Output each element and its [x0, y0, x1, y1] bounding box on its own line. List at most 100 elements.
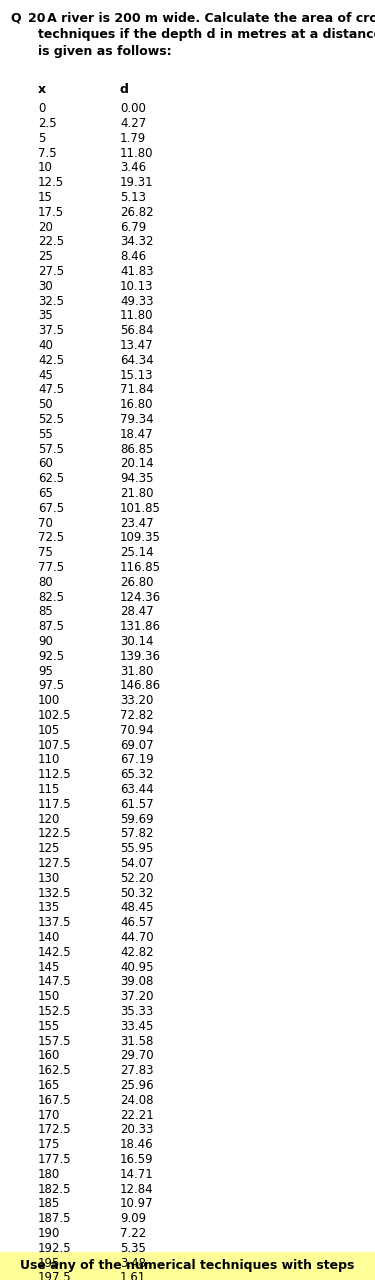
Text: 1.79: 1.79 — [120, 132, 146, 145]
Text: 12.5: 12.5 — [38, 177, 64, 189]
Text: 15.13: 15.13 — [120, 369, 153, 381]
Text: 9.09: 9.09 — [120, 1212, 146, 1225]
Text: 35: 35 — [38, 310, 53, 323]
Text: 2.5: 2.5 — [38, 116, 57, 131]
Text: 137.5: 137.5 — [38, 916, 72, 929]
Text: 172.5: 172.5 — [38, 1124, 72, 1137]
Text: 146.86: 146.86 — [120, 680, 161, 692]
Text: 12.84: 12.84 — [120, 1183, 154, 1196]
Text: 7.5: 7.5 — [38, 147, 57, 160]
Text: 110: 110 — [38, 754, 60, 767]
Text: 11.80: 11.80 — [120, 147, 153, 160]
Text: 75: 75 — [38, 547, 53, 559]
Text: 63.44: 63.44 — [120, 783, 154, 796]
Text: 170: 170 — [38, 1108, 60, 1121]
Text: 97.5: 97.5 — [38, 680, 64, 692]
Text: 46.57: 46.57 — [120, 916, 154, 929]
Text: 85: 85 — [38, 605, 53, 618]
Text: 40.95: 40.95 — [120, 961, 153, 974]
Text: 11.80: 11.80 — [120, 310, 153, 323]
Text: 71.84: 71.84 — [120, 384, 154, 397]
Text: 115: 115 — [38, 783, 60, 796]
Text: 29.70: 29.70 — [120, 1050, 154, 1062]
Text: 65: 65 — [38, 488, 53, 500]
Text: 175: 175 — [38, 1138, 60, 1151]
Text: 182.5: 182.5 — [38, 1183, 72, 1196]
Text: 32.5: 32.5 — [38, 294, 64, 307]
Text: 70: 70 — [38, 517, 53, 530]
Text: 26.82: 26.82 — [120, 206, 154, 219]
Text: 15: 15 — [38, 191, 53, 204]
Text: 132.5: 132.5 — [38, 887, 72, 900]
Text: 19.31: 19.31 — [120, 177, 154, 189]
Text: 27.5: 27.5 — [38, 265, 64, 278]
Text: 80: 80 — [38, 576, 53, 589]
Text: 95: 95 — [38, 664, 53, 677]
Text: 6.79: 6.79 — [120, 220, 146, 234]
Text: 122.5: 122.5 — [38, 827, 72, 841]
Text: 5: 5 — [38, 132, 45, 145]
Text: 48.45: 48.45 — [120, 901, 153, 914]
Text: 37.20: 37.20 — [120, 991, 153, 1004]
Text: 22.5: 22.5 — [38, 236, 64, 248]
Text: 109.35: 109.35 — [120, 531, 161, 544]
Text: Use any of the numerical techniques with steps: Use any of the numerical techniques with… — [20, 1260, 355, 1272]
Text: 52.5: 52.5 — [38, 413, 64, 426]
Text: 52.20: 52.20 — [120, 872, 153, 884]
Bar — [0, 1252, 375, 1280]
Text: 0: 0 — [38, 102, 45, 115]
Text: 10.13: 10.13 — [120, 280, 153, 293]
Text: 28.47: 28.47 — [120, 605, 154, 618]
Text: 105: 105 — [38, 724, 60, 737]
Text: 20: 20 — [38, 220, 53, 234]
Text: 47.5: 47.5 — [38, 384, 64, 397]
Text: 139.36: 139.36 — [120, 650, 161, 663]
Text: 86.85: 86.85 — [120, 443, 153, 456]
Text: 30.14: 30.14 — [120, 635, 153, 648]
Text: 27.83: 27.83 — [120, 1064, 153, 1078]
Text: 57.82: 57.82 — [120, 827, 153, 841]
Text: 61.57: 61.57 — [120, 797, 154, 812]
Text: is given as follows:: is given as follows: — [38, 45, 172, 58]
Text: 190: 190 — [38, 1228, 60, 1240]
Text: 60: 60 — [38, 457, 53, 471]
Text: 14.71: 14.71 — [120, 1167, 154, 1181]
Text: 41.83: 41.83 — [120, 265, 153, 278]
Text: 117.5: 117.5 — [38, 797, 72, 812]
Text: 22.21: 22.21 — [120, 1108, 154, 1121]
Text: 155: 155 — [38, 1020, 60, 1033]
Text: 31.58: 31.58 — [120, 1034, 153, 1048]
Text: 42.82: 42.82 — [120, 946, 154, 959]
Text: 45: 45 — [38, 369, 53, 381]
Text: techniques if the depth d in metres at a distance x metres from one bank: techniques if the depth d in metres at a… — [38, 28, 375, 41]
Text: 131.86: 131.86 — [120, 621, 161, 634]
Text: 30: 30 — [38, 280, 53, 293]
Text: 72.82: 72.82 — [120, 709, 154, 722]
Text: 0.00: 0.00 — [120, 102, 146, 115]
Text: 25.96: 25.96 — [120, 1079, 154, 1092]
Text: 4.27: 4.27 — [120, 116, 146, 131]
Text: d: d — [120, 83, 129, 96]
Text: 150: 150 — [38, 991, 60, 1004]
Text: 147.5: 147.5 — [38, 975, 72, 988]
Text: 42.5: 42.5 — [38, 353, 64, 367]
Text: 112.5: 112.5 — [38, 768, 72, 781]
Text: 192.5: 192.5 — [38, 1242, 72, 1254]
Text: 50.32: 50.32 — [120, 887, 153, 900]
Text: 125: 125 — [38, 842, 60, 855]
Text: 102.5: 102.5 — [38, 709, 72, 722]
Text: 116.85: 116.85 — [120, 561, 161, 575]
Text: 3.46: 3.46 — [120, 161, 146, 174]
Text: 33.20: 33.20 — [120, 694, 153, 708]
Text: 72.5: 72.5 — [38, 531, 64, 544]
Text: . A river is 200 m wide. Calculate the area of cross section using numerical: . A river is 200 m wide. Calculate the a… — [38, 12, 375, 26]
Text: 162.5: 162.5 — [38, 1064, 72, 1078]
Text: 49.33: 49.33 — [120, 294, 153, 307]
Text: 18.47: 18.47 — [120, 428, 154, 440]
Text: 69.07: 69.07 — [120, 739, 154, 751]
Text: 16.59: 16.59 — [120, 1153, 154, 1166]
Text: 127.5: 127.5 — [38, 858, 72, 870]
Text: 65.32: 65.32 — [120, 768, 153, 781]
Text: 3.48: 3.48 — [120, 1257, 146, 1270]
Text: 79.34: 79.34 — [120, 413, 154, 426]
